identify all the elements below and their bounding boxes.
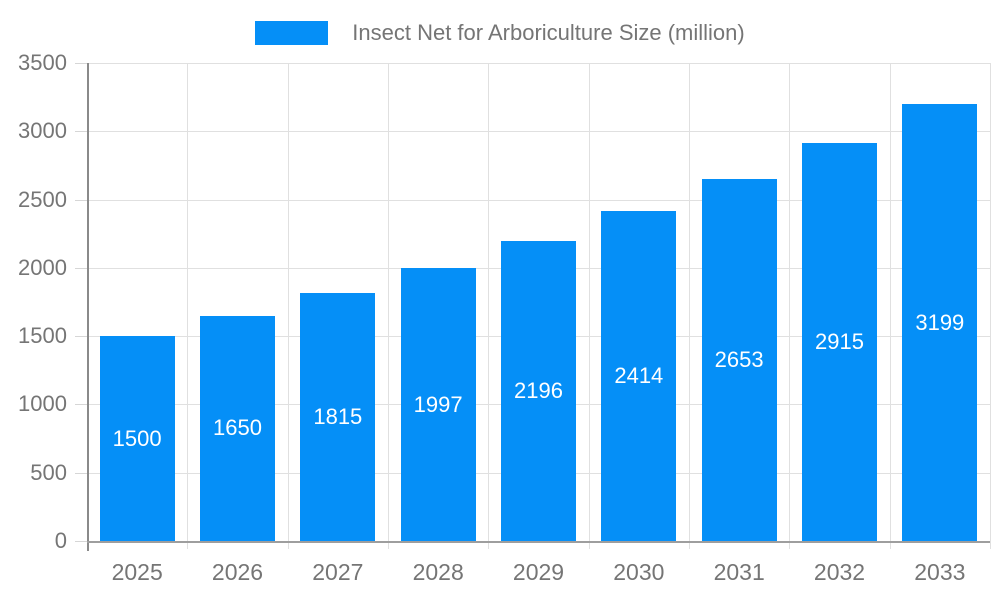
gridline-vertical: [990, 63, 991, 549]
x-axis-tick-label: 2025: [111, 559, 163, 585]
bar-value-label: 3199: [915, 309, 965, 335]
x-axis-tick-label: 2027: [312, 559, 364, 585]
bar-2028[interactable]: 1997: [400, 268, 476, 541]
y-axis-tick: [75, 472, 87, 474]
bar-value-label: 2915: [815, 328, 864, 354]
gridline-vertical: [287, 63, 289, 549]
y-axis-tick-label: 3500: [18, 50, 67, 75]
gridline-vertical: [689, 63, 690, 549]
bar-value-label: 2414: [614, 363, 664, 389]
y-axis-line: [87, 63, 89, 551]
legend-swatch: [255, 21, 329, 45]
bar-2027[interactable]: 1815: [300, 293, 376, 541]
bar-2033[interactable]: 3199: [902, 104, 978, 541]
gridline-vertical: [889, 63, 891, 549]
y-axis-tick: [75, 267, 87, 269]
y-axis-tick: [75, 63, 87, 64]
bar-value-label: 2196: [514, 378, 563, 404]
bar-2029[interactable]: 2196: [500, 241, 577, 541]
y-axis-tick-label: 0: [54, 528, 67, 553]
gridline-vertical: [488, 63, 490, 549]
x-axis-line: [87, 541, 990, 543]
bar-2030[interactable]: 2414: [601, 211, 677, 541]
y-axis-tick-label: 2500: [18, 186, 67, 212]
bar-value-label: 1815: [313, 404, 363, 430]
gridline-vertical: [388, 63, 389, 549]
bar-2025[interactable]: 1500: [99, 336, 175, 541]
bar-value-label: 1500: [112, 425, 162, 451]
x-axis-tick-label: 2033: [914, 559, 966, 585]
y-axis-tick-label: 1500: [18, 323, 67, 349]
y-axis-tick: [75, 131, 87, 133]
bar-value-label: 1997: [413, 391, 463, 417]
x-axis-tick-label: 2031: [713, 559, 765, 585]
y-axis-tick-label: 500: [30, 459, 67, 485]
x-axis-tick-label: 2028: [412, 559, 464, 585]
x-axis-tick-label: 2029: [512, 559, 565, 585]
gridline-horizontal: [87, 199, 990, 201]
y-axis-tick: [75, 404, 87, 406]
gridline-horizontal: [87, 63, 990, 64]
gridline-horizontal: [87, 131, 990, 133]
y-axis-tick-label: 1000: [18, 391, 67, 417]
x-axis-tick-label: 2030: [613, 559, 665, 585]
y-axis-tick: [75, 199, 87, 201]
gridline-vertical: [187, 63, 189, 549]
gridline-vertical: [588, 63, 590, 549]
x-axis-tick-label: 2032: [813, 559, 866, 585]
bar-2031[interactable]: 2653: [701, 178, 777, 541]
y-axis-tick-label: 2000: [18, 254, 67, 280]
gridline-vertical: [789, 63, 791, 549]
y-axis-tick: [75, 541, 87, 542]
y-axis-tick: [75, 336, 87, 338]
bar-value-label: 2653: [714, 346, 764, 372]
bar-2026[interactable]: 1650: [199, 315, 276, 541]
legend-label: Insect Net for Arboriculture Size (milli…: [352, 20, 745, 45]
x-axis-tick-label: 2026: [211, 559, 264, 585]
legend[interactable]: Insect Net for Arboriculture Size (milli…: [0, 10, 1000, 56]
bar-value-label: 1650: [213, 415, 262, 441]
bar-2032[interactable]: 2915: [801, 142, 878, 541]
y-axis-tick-label: 3000: [18, 118, 67, 144]
